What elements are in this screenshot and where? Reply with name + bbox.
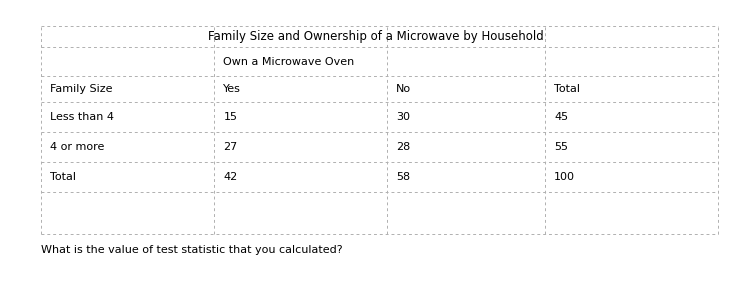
Text: Own a Microwave Oven: Own a Microwave Oven bbox=[223, 56, 355, 66]
Text: Total: Total bbox=[50, 172, 77, 182]
Text: 55: 55 bbox=[554, 142, 569, 152]
Text: 28: 28 bbox=[396, 142, 411, 152]
Text: 15: 15 bbox=[223, 112, 238, 122]
Text: 4 or more: 4 or more bbox=[50, 142, 105, 152]
Text: Family Size and Ownership of a Microwave by Household: Family Size and Ownership of a Microwave… bbox=[208, 30, 544, 43]
Text: Family Size: Family Size bbox=[50, 84, 113, 93]
Text: 100: 100 bbox=[554, 172, 575, 182]
Text: No: No bbox=[396, 84, 411, 93]
Text: What is the value of test statistic that you calculated?: What is the value of test statistic that… bbox=[41, 245, 343, 255]
Text: 30: 30 bbox=[396, 112, 411, 122]
Text: Total: Total bbox=[554, 84, 581, 93]
Text: 42: 42 bbox=[223, 172, 238, 182]
Text: 45: 45 bbox=[554, 112, 569, 122]
Text: Yes: Yes bbox=[223, 84, 241, 93]
Text: 58: 58 bbox=[396, 172, 411, 182]
Text: 27: 27 bbox=[223, 142, 238, 152]
Text: Less than 4: Less than 4 bbox=[50, 112, 114, 122]
